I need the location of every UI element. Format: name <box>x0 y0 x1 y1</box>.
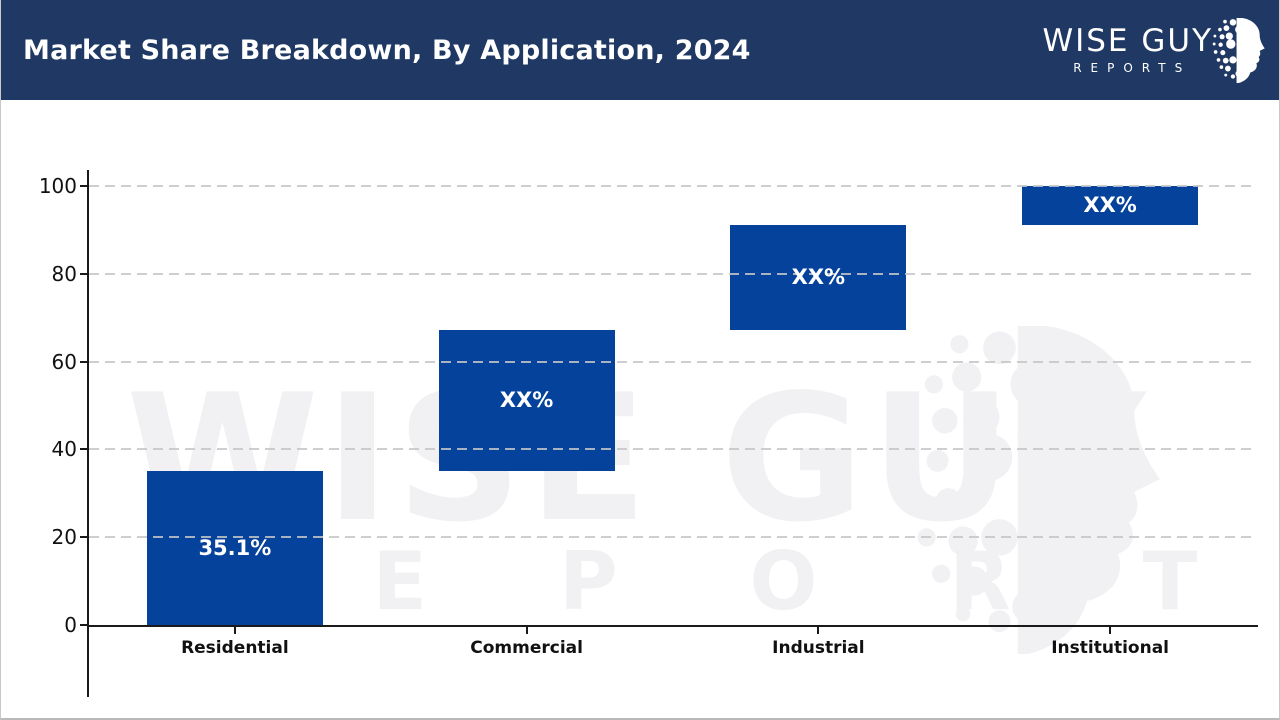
page-title: Market Share Breakdown, By Application, … <box>23 34 751 66</box>
x-tick <box>1109 627 1112 634</box>
y-tick-label: 0 <box>64 613 77 637</box>
logo-subtitle: REPORTS <box>1073 60 1192 75</box>
wiseguy-logo: WISE GUY REPORTS <box>1042 18 1267 83</box>
y-tick-label: 40 <box>51 437 77 462</box>
x-tick-label-residential: Residential <box>181 638 289 658</box>
x-tick-label-institutional: Institutional <box>1051 638 1169 658</box>
bar-value-label: XX% <box>791 265 846 290</box>
x-tick <box>525 627 528 634</box>
header-banner: Market Share Breakdown, By Application, … <box>1 0 1279 100</box>
gridline <box>89 360 1256 363</box>
y-tick-label: 20 <box>51 525 77 550</box>
x-tick-label-industrial: Industrial <box>772 638 865 658</box>
gridline <box>89 536 1256 539</box>
logo-text: WISE GUY REPORTS <box>1042 22 1213 75</box>
logo-wordmark: WISE GUY <box>1042 22 1213 59</box>
y-tick-label: 60 <box>51 349 77 374</box>
y-tick <box>80 536 88 539</box>
chart-area: WISE GUY R E P O R T S 02040608010035.1%… <box>1 100 1279 718</box>
y-tick-label: 100 <box>38 174 77 198</box>
bar-industrial <box>730 224 907 330</box>
x-axis-line <box>87 625 1258 627</box>
watermark-face-icon <box>879 326 1171 654</box>
bar-institutional <box>1022 186 1199 225</box>
y-tick <box>80 360 88 363</box>
x-tick-label-commercial: Commercial <box>470 638 583 658</box>
x-tick <box>817 627 820 634</box>
y-tick <box>80 185 88 187</box>
y-tick <box>80 448 88 451</box>
bar-commercial <box>438 329 615 471</box>
y-tick <box>80 624 88 626</box>
x-tick <box>233 627 236 634</box>
y-axis-line <box>87 170 89 697</box>
gridline <box>89 272 1256 275</box>
gridline <box>89 448 1256 451</box>
bar-value-label: XX% <box>499 388 554 413</box>
y-tick <box>80 272 88 275</box>
bar-value-label: XX% <box>1083 193 1137 218</box>
wiseguy-face-icon <box>1209 18 1267 83</box>
gridline <box>89 185 1256 187</box>
bar-value-label: 35.1% <box>198 535 272 560</box>
y-tick-label: 80 <box>51 261 77 286</box>
watermark-subtitle: R E P O R T S <box>179 535 1279 628</box>
bar-residential <box>146 470 323 625</box>
